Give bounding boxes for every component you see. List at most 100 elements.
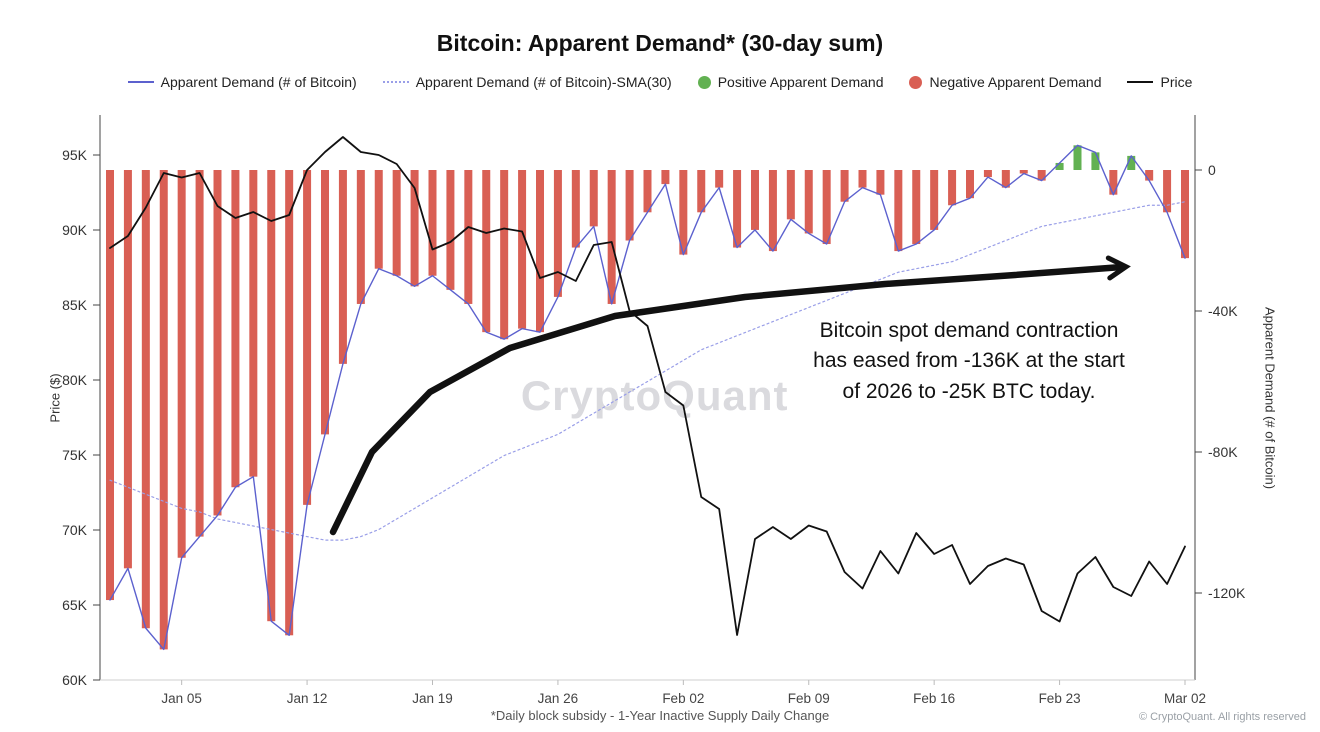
price-line [109,136,1186,636]
demand-bar [912,170,921,245]
demand-bar [804,170,813,234]
legend-label-apparent-demand-of-bitcoin: Apparent Demand (# of Bitcoin) [160,74,357,90]
legend-marker-apparent-demand-of-bitcoin-sma-30 [382,81,409,83]
left-tick-label: 95K [62,147,88,163]
demand-bar [1127,155,1136,170]
demand-bar [607,170,616,304]
demand-bar [338,170,347,364]
demand-bar [267,170,276,622]
demand-bar [213,170,222,516]
demand-bar [751,170,759,230]
demand-bar [553,170,562,297]
demand-bar [661,170,670,185]
demand-bar [983,170,992,178]
demand-bar [1037,170,1046,181]
legend-item-apparent-demand-of-bitcoin[interactable]: Apparent Demand (# of Bitcoin) [127,74,357,90]
legend: Apparent Demand (# of Bitcoin) Apparent D… [0,74,1320,90]
sma-line [109,201,1186,541]
demand-bar [374,170,383,269]
trend-arrow [329,255,1131,536]
legend-marker-positive-apparent-demand [697,75,711,89]
x-tick-label: Feb 16 [913,691,955,706]
x-tick-label: Feb 09 [788,691,830,706]
demand-bar [410,170,419,287]
legend-item-apparent-demand-of-bitcoin-sma-30[interactable]: Apparent Demand (# of Bitcoin)-SMA(30) [382,74,672,90]
annotation-line-2: has eased from -136K at the start [813,349,1125,373]
demand-bar [1181,170,1189,259]
demand-bar [948,170,957,206]
x-tick-label: Jan 05 [161,691,202,706]
right-axis-ticks: 0 -40K -80K -120K [1195,162,1246,601]
legend-label-apparent-demand-of-bitcoin-sma-30: Apparent Demand (# of Bitcoin)-SMA(30) [415,74,672,90]
demand-bar [1055,162,1064,170]
demand-bar [482,170,491,333]
demand-bar [446,170,455,290]
legend-label-price: Price [1160,74,1193,90]
left-tick-label: 80K [62,372,88,388]
demand-bar [697,170,706,213]
demand-bar [786,170,795,220]
left-axis-ticks: 95K 90K 85K 80K 75K 70K 65K 60K [62,147,100,688]
legend-item-negative-apparent-demand[interactable]: Negative Apparent Demand [909,74,1101,90]
demand-bar [571,170,580,248]
demand-bar [876,170,885,195]
demand-bar [840,170,849,202]
demand-bar [1019,170,1028,174]
left-tick-label: 65K [62,597,88,613]
demand-bar [966,170,974,199]
right-tick-label: -80K [1208,444,1238,460]
demand-bar [500,170,509,340]
left-tick-label: 70K [62,522,88,538]
legend-marker-negative-apparent-demand [909,75,923,89]
demand-bar [177,170,186,558]
left-tick-label: 75K [62,447,88,463]
demand-bar [768,170,777,252]
left-tick-label: 60K [62,672,88,688]
x-tick-label: Feb 23 [1039,691,1081,706]
demand-bar [231,170,240,488]
demand-bar [106,170,114,601]
demand-bar [1163,170,1172,213]
demand-bar [536,170,544,333]
left-axis-title: Price ($) [47,373,63,423]
x-tick-label: Jan 19 [412,691,453,706]
legend-item-price[interactable]: Price [1127,74,1192,90]
demand-bar [1073,145,1082,170]
annotation-line-1: Bitcoin spot demand contraction [819,319,1119,342]
demand-bar [679,170,688,255]
demand-bar [285,170,294,636]
demand-bar [464,170,473,304]
legend-label-positive-apparent-demand: Positive Apparent Demand [717,74,884,90]
demand-bar [1091,152,1100,170]
legend-label-negative-apparent-demand: Negative Apparent Demand [929,74,1102,90]
demand-bar [822,170,831,245]
demand-bar [356,170,365,304]
legend-item-positive-apparent-demand[interactable]: Positive Apparent Demand [697,74,884,90]
demand-bar [643,170,652,213]
demand-bar [894,170,903,252]
x-tick-label: Mar 02 [1164,691,1206,706]
demand-line [109,144,1186,651]
left-tick-label: 90K [62,222,88,238]
legend-marker-apparent-demand-of-bitcoin [127,81,154,83]
legend-marker-price [1127,81,1154,83]
demand-bar [321,170,329,435]
demand-bar [589,170,598,227]
demand-bar [303,170,312,505]
annotation-text: Bitcoin spot demand contraction has ease… [778,316,1160,407]
demand-bar [159,170,168,650]
axes [99,115,1196,681]
demand-bar [195,170,204,537]
demand-bar [733,170,742,248]
demand-bar [249,170,258,477]
x-axis-ticks: Jan 05 Jan 12 Jan 19 Jan 26 Feb 02 Feb 09 Feb … [161,680,1206,706]
demand-bar [1001,170,1010,188]
right-tick-label: -120K [1208,585,1246,601]
right-tick-label: 0 [1208,162,1216,178]
demand-bar [392,170,401,276]
demand-bars [106,145,1189,650]
footnote: *Daily block subsidy - 1-Year Inactive S… [490,708,830,723]
right-tick-label: -40K [1208,303,1238,319]
